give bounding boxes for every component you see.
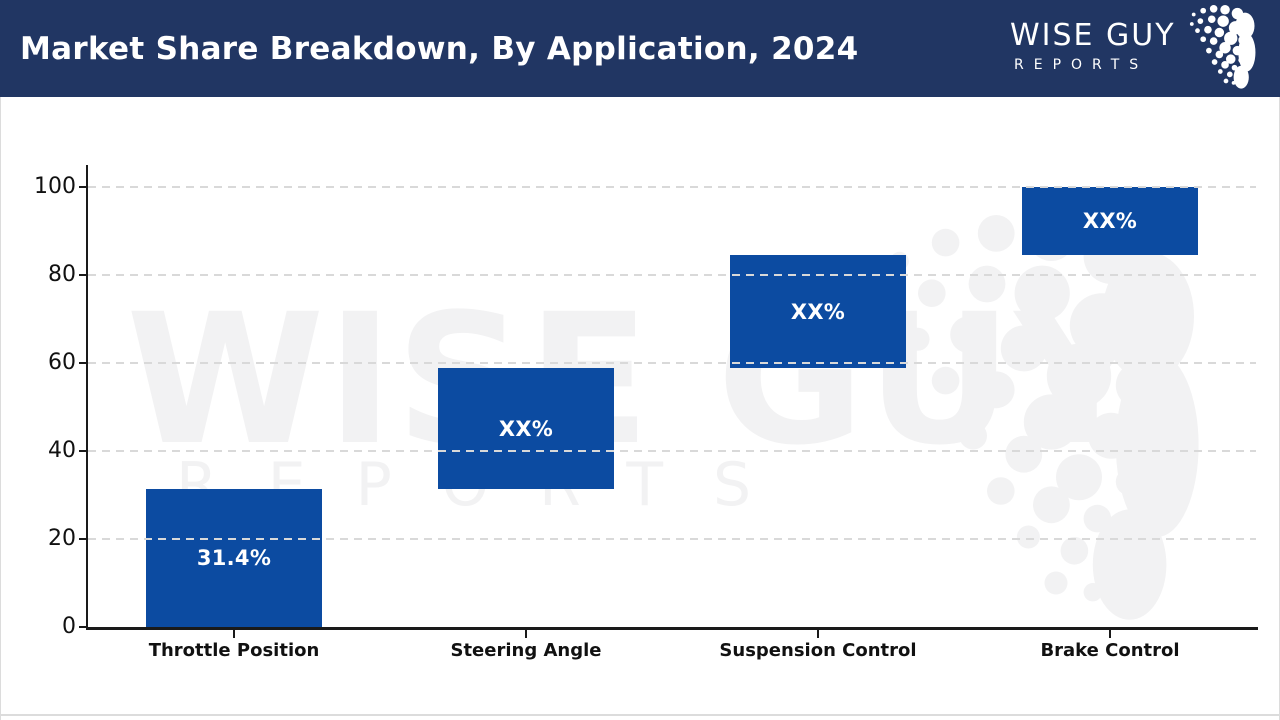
grid-line [88,362,1256,364]
header: Market Share Breakdown, By Application, … [0,0,1280,97]
x-axis-line [86,627,1258,630]
bar-value-label: XX% [1082,209,1138,234]
grid-line [88,538,1256,540]
y-tick-label: 80 [48,262,76,287]
grid-line [88,450,1256,452]
page-title: Market Share Breakdown, By Application, … [20,30,859,67]
logo-wordmark: WISE GUY [1010,18,1176,53]
grid-line [88,274,1256,276]
bar-value-label: XX% [498,416,554,441]
y-tick-label: 40 [48,438,76,463]
bar-segment: XX% [1022,187,1198,256]
y-tick-label: 20 [48,526,76,551]
x-axis-label: Throttle Position [148,640,320,661]
wiseguy-logo-icon: WISE GUY REPORTS [1010,4,1256,89]
y-tick [79,538,86,540]
x-axis-label: Brake Control [1040,640,1180,661]
bar-segment: XX% [730,255,906,369]
y-tick [79,626,86,628]
page-border-bottom [0,714,1280,716]
page-border-left [0,97,1,720]
x-axis-label: Steering Angle [450,640,602,661]
x-tick [233,630,235,638]
x-tick [1109,630,1111,638]
bar-segment: 31.4% [146,488,322,627]
x-axis-label: Suspension Control [719,640,917,661]
y-tick-label: 0 [62,614,76,639]
bar-value-label: 31.4% [196,545,272,570]
x-tick [817,630,819,638]
y-tick [79,362,86,364]
logo-reports-text: REPORTS [1014,57,1148,73]
y-axis-line [86,165,88,629]
y-tick [79,186,86,188]
x-tick [525,630,527,638]
bar-value-label: XX% [790,299,846,324]
y-tick-label: 60 [48,350,76,375]
grid-line [88,186,1256,188]
logo-head-icon [1189,4,1256,89]
y-tick [79,450,86,452]
bar-segment: XX% [438,368,614,489]
y-tick [79,274,86,276]
y-tick-label: 100 [34,174,76,199]
